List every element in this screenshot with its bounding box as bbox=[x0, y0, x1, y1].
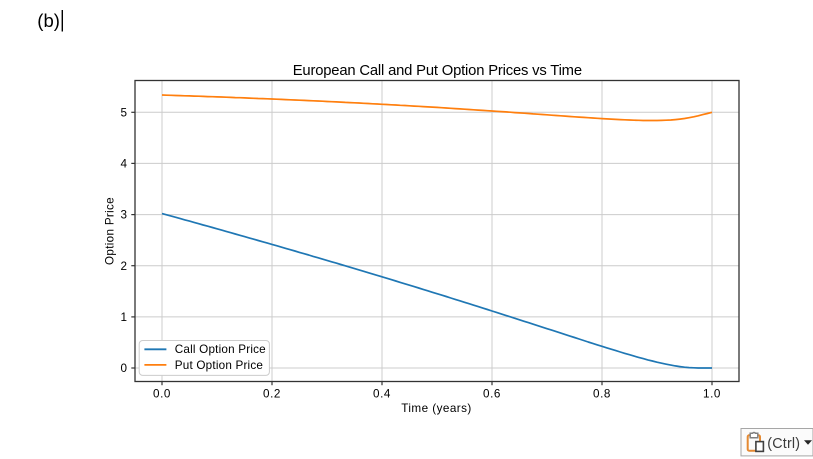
svg-text:(Ctrl): (Ctrl) bbox=[767, 436, 800, 452]
svg-text:2: 2 bbox=[120, 260, 127, 273]
svg-text:0.4: 0.4 bbox=[373, 388, 391, 401]
svg-text:5: 5 bbox=[120, 106, 127, 119]
svg-text:0: 0 bbox=[120, 362, 127, 375]
svg-text:1.0: 1.0 bbox=[703, 388, 721, 401]
svg-text:0.8: 0.8 bbox=[593, 388, 611, 401]
svg-text:European Call and Put Option P: European Call and Put Option Prices vs T… bbox=[293, 63, 582, 79]
svg-text:3: 3 bbox=[120, 209, 127, 222]
svg-text:4: 4 bbox=[120, 158, 127, 171]
svg-text:0.2: 0.2 bbox=[263, 388, 281, 401]
svg-text:1: 1 bbox=[120, 311, 127, 324]
svg-text:0.6: 0.6 bbox=[483, 388, 501, 401]
svg-text:Call Option Price: Call Option Price bbox=[175, 343, 266, 356]
svg-text:0.0: 0.0 bbox=[153, 388, 171, 401]
svg-text:Option Price: Option Price bbox=[104, 197, 117, 265]
svg-text:Put Option Price: Put Option Price bbox=[175, 359, 263, 372]
svg-text:Time (years): Time (years) bbox=[401, 402, 472, 415]
svg-text:(b): (b) bbox=[37, 10, 60, 31]
